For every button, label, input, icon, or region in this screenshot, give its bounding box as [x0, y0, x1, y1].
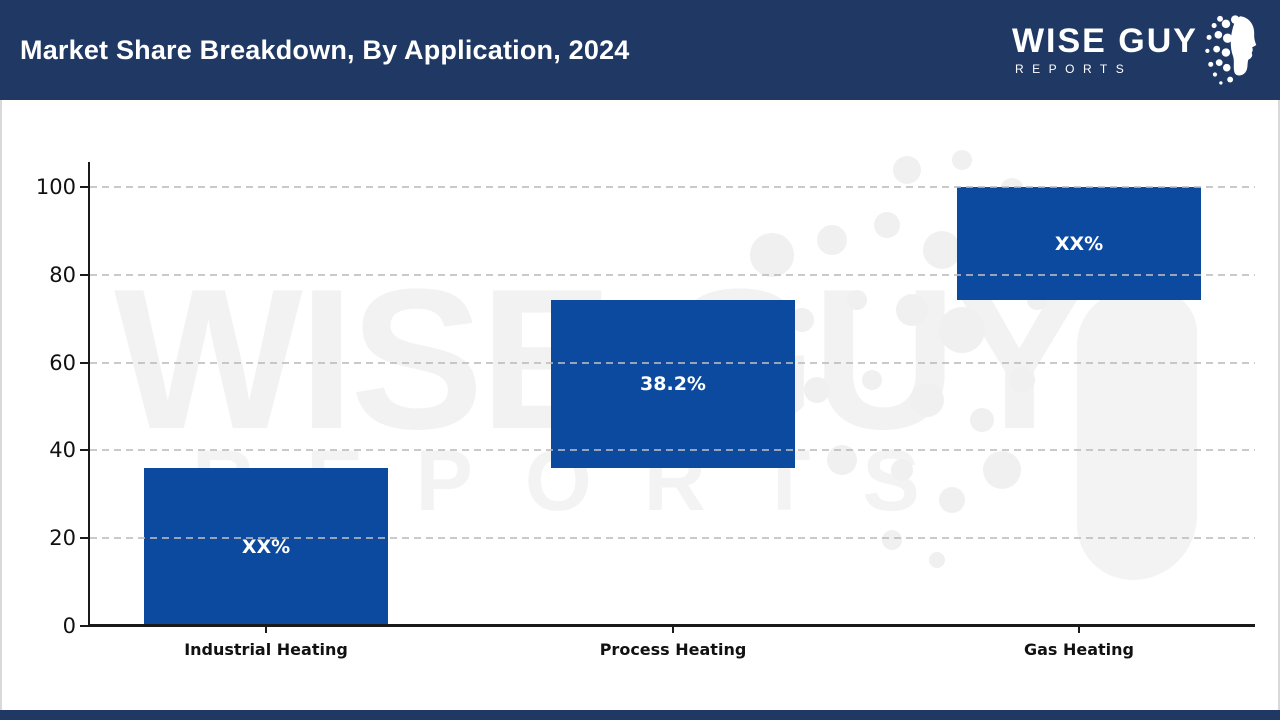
- y-axis-spine: [88, 162, 90, 626]
- watermark-dot: [910, 383, 944, 417]
- watermark-dot: [939, 307, 985, 353]
- plot: 0 20 40 60 80 100 XX% Industrial Heating 38.2% Pr…: [2, 100, 1278, 710]
- bar-value-label: XX%: [1054, 232, 1104, 255]
- watermark-dot: [750, 233, 794, 277]
- gridline-100: [90, 186, 1255, 188]
- watermark-dot: [891, 459, 913, 481]
- x-tick-mark-gas-heating: [1078, 627, 1080, 633]
- watermark-dot: [862, 370, 882, 390]
- y-tick-mark-20: [80, 537, 88, 540]
- y-tick-mark-60: [80, 361, 88, 364]
- brand-subtitle: REPORTS: [1014, 62, 1133, 76]
- y-tick-label-100: 100: [35, 175, 76, 199]
- page-title: Market Share Breakdown, By Application, …: [20, 34, 630, 65]
- brand-text: WISE GUY REPORTS: [1012, 24, 1198, 76]
- y-tick-label-40: 40: [49, 438, 76, 463]
- y-tick-label-60: 60: [49, 350, 76, 375]
- y-tick-mark-80: [80, 273, 88, 276]
- x-axis-spine: [88, 624, 1255, 627]
- wise-guy-head-icon: [1205, 15, 1257, 85]
- watermark-dot: [1009, 367, 1035, 393]
- watermark-dot: [847, 290, 867, 310]
- y-tick-mark-40: [80, 449, 88, 452]
- watermark-dot: [893, 156, 921, 184]
- gridline-60: [90, 361, 1255, 364]
- bar-gas-heating: XX%: [957, 187, 1201, 301]
- watermark-dot: [939, 487, 965, 513]
- watermark-dot: [923, 231, 961, 269]
- y-tick-label-0: 0: [62, 614, 76, 638]
- bar-value-label: XX%: [241, 535, 291, 558]
- x-category-label-process-heating: Process Heating: [599, 640, 747, 659]
- brand-name: WISE GUY: [1011, 22, 1198, 60]
- y-tick-label-20: 20: [49, 526, 76, 551]
- watermark-dot: [817, 225, 847, 255]
- y-tick-label-80: 80: [49, 262, 76, 287]
- gridline-20: [90, 537, 1255, 540]
- footer-bar: [0, 710, 1280, 720]
- x-category-label-gas-heating: Gas Heating: [1023, 640, 1135, 659]
- watermark-dot: [983, 451, 1021, 489]
- chart-area: WISE GUY REPORTS 0 20 40 60 80 100 XX% Industri…: [0, 100, 1280, 710]
- bar-industrial-heating: XX%: [144, 467, 388, 626]
- x-tick-mark-process-heating: [672, 627, 674, 633]
- watermark-dot: [970, 408, 994, 432]
- header-bar: Market Share Breakdown, By Application, …: [0, 0, 1280, 100]
- watermark-dot: [896, 294, 928, 326]
- gridline-80: [90, 273, 1255, 276]
- y-tick-mark-100: [80, 186, 88, 188]
- bar-process-heating: 38.2%: [551, 300, 795, 468]
- watermark-dot: [804, 377, 830, 403]
- watermark-dot: [882, 530, 902, 550]
- watermark-head-shape: [1077, 290, 1197, 580]
- watermark-dot: [952, 150, 972, 170]
- x-category-label-industrial-heating: Industrial Heating: [184, 640, 348, 659]
- watermark-dot: [929, 552, 945, 568]
- gridline-40: [90, 449, 1255, 452]
- bar-value-label: 38.2%: [640, 373, 706, 396]
- y-tick-mark-0: [80, 625, 88, 627]
- x-tick-mark-industrial-heating: [265, 627, 267, 633]
- brand-logo: WISE GUY REPORTS: [1012, 7, 1258, 93]
- watermark-dot: [874, 212, 900, 238]
